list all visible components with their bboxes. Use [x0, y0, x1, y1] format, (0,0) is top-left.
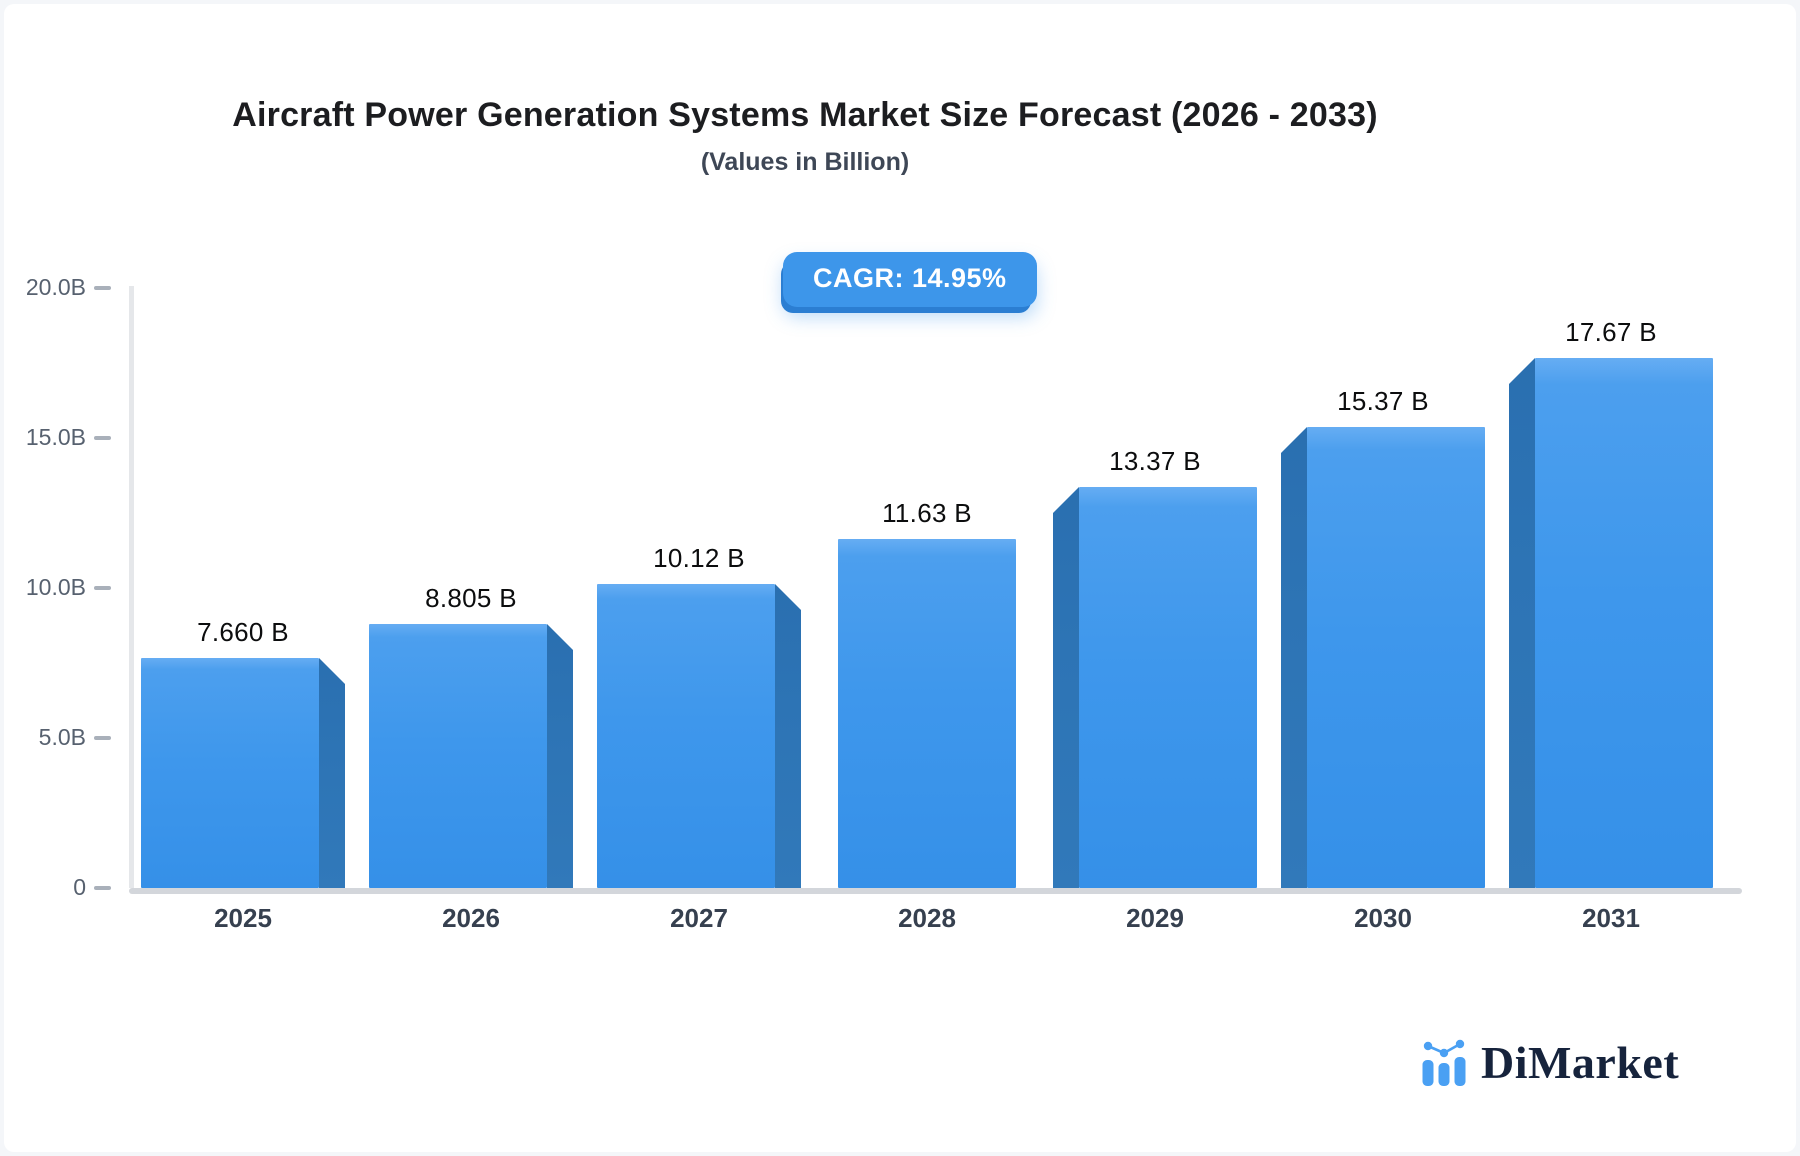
y-tick-dash — [94, 736, 111, 740]
y-tick-label: 10.0B — [25, 574, 86, 600]
bar-2027[interactable]: 10.12 B — [597, 543, 801, 888]
bar-value-label: 17.67 B — [1565, 317, 1657, 347]
bar-2029[interactable]: 13.37 B — [1053, 446, 1257, 888]
bar-side-edge — [1281, 427, 1307, 888]
cagr-badge: CAGR: 14.95% — [783, 252, 1037, 307]
bar-side-edge — [1053, 487, 1079, 888]
bar-2030[interactable]: 15.37 B — [1281, 386, 1485, 888]
bar-chart-logo-icon — [1422, 1039, 1466, 1086]
bar-face — [1535, 358, 1713, 888]
bar-value-label: 10.12 B — [653, 543, 745, 573]
y-tick-dash — [94, 886, 111, 890]
bar-value-label: 15.37 B — [1337, 386, 1429, 416]
x-axis-label-2026: 2026 — [442, 903, 500, 933]
x-axis-label-2029: 2029 — [1126, 903, 1184, 933]
bar-face — [838, 539, 1016, 888]
bar-value-label: 13.37 B — [1109, 446, 1201, 476]
x-axis-label-2027: 2027 — [670, 903, 728, 933]
dimarket-logo: DiMarket — [1420, 1038, 1679, 1088]
bar-2025[interactable]: 7.660 B — [141, 617, 345, 888]
y-tick-label: 15.0B — [25, 424, 86, 450]
x-axis-label-2031: 2031 — [1582, 903, 1640, 933]
chart-title: Aircraft Power Generation Systems Market… — [232, 96, 1378, 134]
y-tick-label: 0 — [73, 874, 86, 900]
bar-2026[interactable]: 8.805 B — [369, 583, 573, 888]
bar-value-label: 11.63 B — [882, 498, 972, 528]
y-tick-dash — [94, 436, 111, 440]
bar-face — [369, 624, 547, 888]
x-axis-baseline — [129, 888, 1742, 894]
y-tick-label: 20.0B — [25, 274, 86, 300]
bar-2028[interactable]: 11.63 B — [825, 498, 1029, 888]
y-tick-dash — [94, 286, 111, 290]
bar-side-edge — [547, 624, 573, 888]
bar-side-edge — [775, 584, 801, 888]
bar-face — [597, 584, 775, 888]
bar-value-label: 7.660 B — [197, 617, 289, 647]
bar-face — [141, 658, 319, 888]
x-axis-label-2025: 2025 — [214, 903, 272, 933]
bar-face — [1307, 427, 1485, 888]
chart-subtitle: (Values in Billion) — [700, 148, 910, 176]
y-tick-label: 5.0B — [38, 724, 86, 750]
y-tick-dash — [94, 586, 111, 590]
bar-value-label: 8.805 B — [425, 583, 517, 613]
bar-face — [1079, 487, 1257, 888]
bar-2031[interactable]: 17.67 B — [1509, 317, 1713, 888]
x-axis-label-2028: 2028 — [898, 903, 956, 933]
x-axis-label-2030: 2030 — [1354, 903, 1412, 933]
bar-side-edge — [1509, 358, 1535, 888]
logo-text: DiMarket — [1481, 1037, 1680, 1088]
bar-side-edge — [319, 658, 345, 888]
y-axis-line — [129, 286, 134, 888]
